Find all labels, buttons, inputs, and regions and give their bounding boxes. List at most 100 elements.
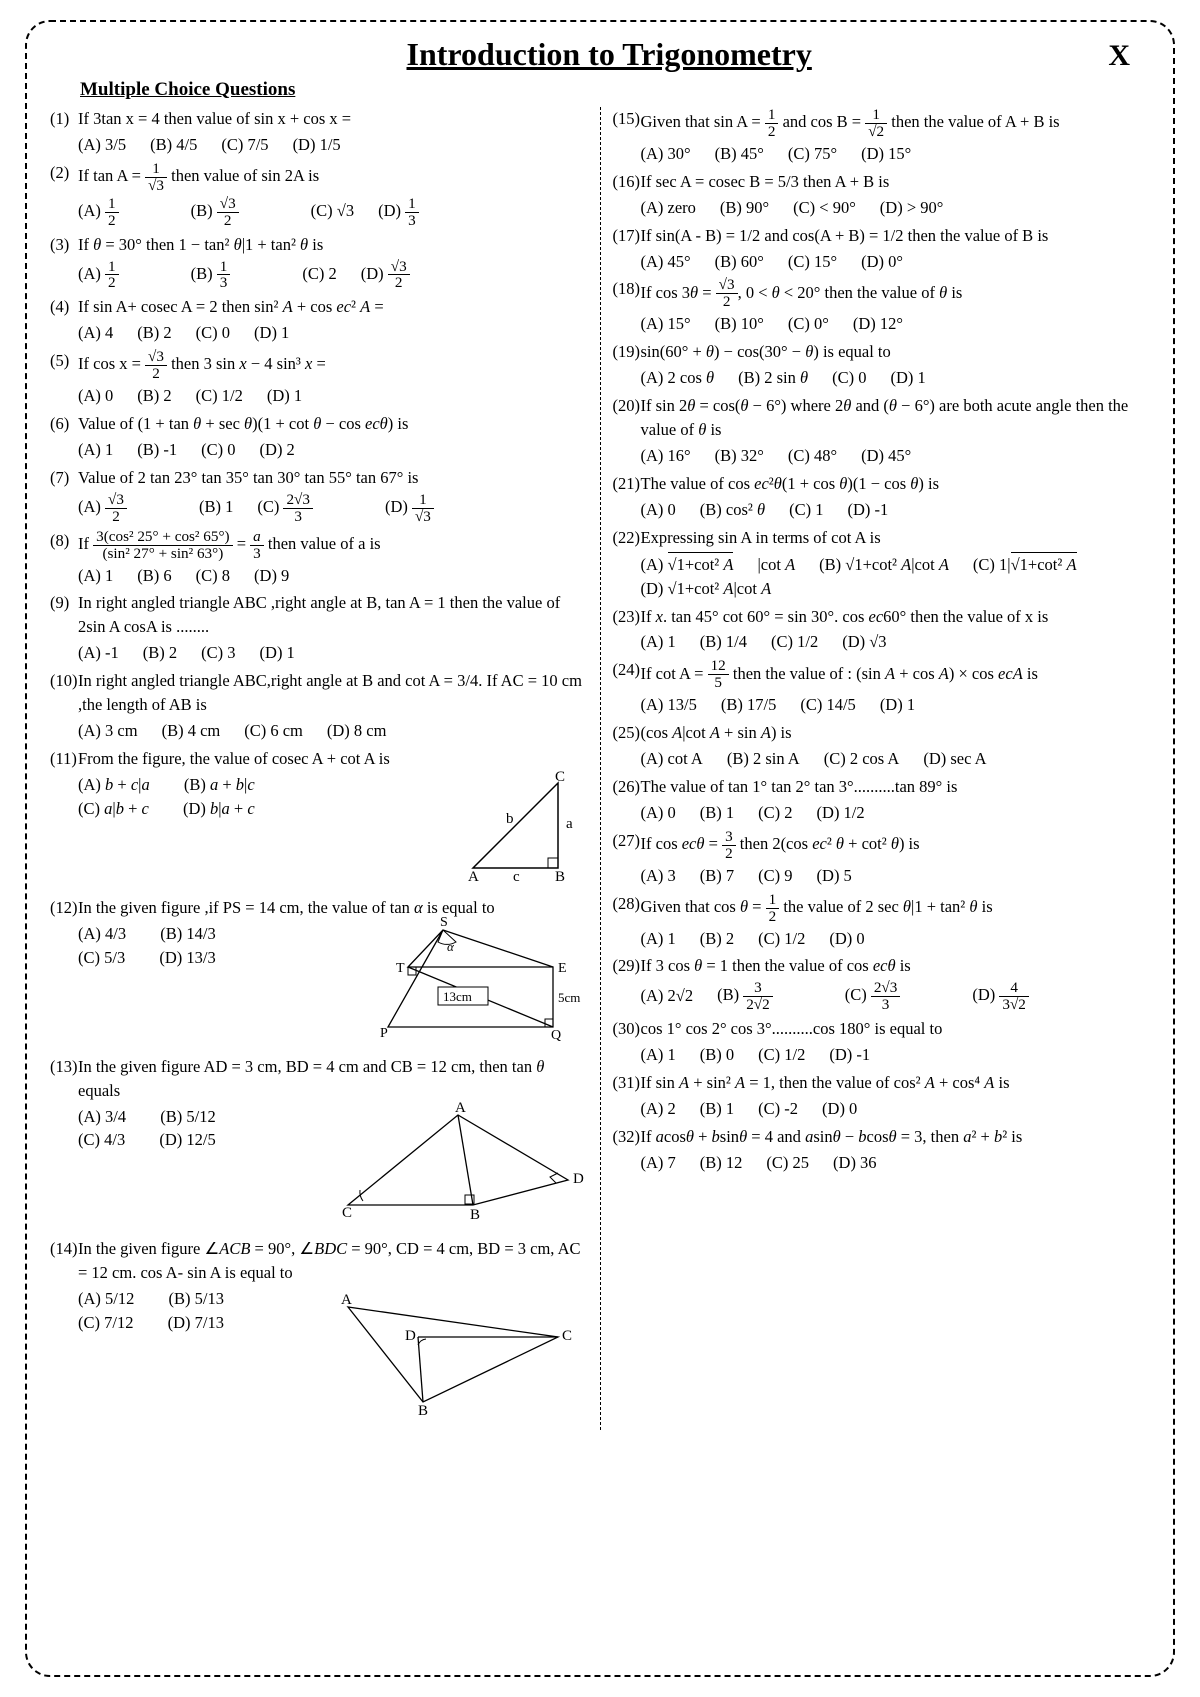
option: (C) 1/2: [196, 384, 243, 408]
option: (C) 1/2: [758, 1043, 805, 1067]
option: (D) 1: [891, 366, 926, 390]
question-text: Expressing sin A in terms of cot A is: [641, 528, 881, 547]
option: (B) 2: [137, 384, 171, 408]
question: (20)If sin 2θ = cos(θ − 6°) where 2θ and…: [613, 394, 1151, 442]
figure-tri4: A B C D: [308, 1287, 588, 1417]
question: (7)Value of 2 tan 23° tan 35° tan 30° ta…: [50, 466, 588, 490]
option: (A) 3: [641, 864, 676, 888]
question-text: Value of (1 + tan θ + sec θ)(1 + cot θ −…: [78, 414, 408, 433]
options-with-figure: (A) 4/3 (B) 14/3(C) 5/3 (D) 13/3 S α T E…: [50, 922, 588, 1049]
question-number: (14): [50, 1237, 78, 1261]
option: (B) cos² θ: [700, 498, 765, 522]
question: (3)If θ = 30° then 1 − tan² θ|1 + tan² θ…: [50, 233, 588, 257]
option: (B) 32√2: [717, 980, 821, 1013]
options: (A) 7(B) 12(C) 25(D) 36: [613, 1151, 1151, 1175]
options-with-figure: (A) 5/12 (B) 5/13(C) 7/12 (D) 7/13 A B C…: [50, 1287, 588, 1424]
options: (A) 16°(B) 32°(C) 48°(D) 45°: [613, 444, 1151, 468]
option: (D) -1: [847, 498, 888, 522]
svg-text:D: D: [573, 1171, 584, 1187]
option: (C) √3: [311, 199, 354, 223]
options: (A) 1(B) 0(C) 1/2(D) -1: [613, 1043, 1151, 1067]
option: (A) 13/5: [641, 693, 697, 717]
option: (C) 1: [789, 498, 823, 522]
question-text: If cos x = √32 then 3 sin x − 4 sin³ x =: [78, 354, 326, 373]
question-number: (4): [50, 295, 69, 319]
option: (C) 5/3: [78, 948, 125, 967]
option: (B) 1: [700, 1097, 734, 1121]
question: (8)If 3(cos² 25° + cos² 65°)(sin² 27° + …: [50, 529, 588, 562]
question-number: (31): [613, 1071, 641, 1095]
question: (14)In the given figure ∠ACB = 90°, ∠BDC…: [50, 1237, 588, 1285]
option: (D) 43√2: [972, 980, 1077, 1013]
option: (C) 4/3: [78, 1130, 125, 1149]
option: (A) cot A: [641, 747, 703, 771]
option: (D) -1: [829, 1043, 870, 1067]
question: (6)Value of (1 + tan θ + sec θ)(1 + cot …: [50, 412, 588, 436]
question-number: (24): [613, 658, 641, 682]
option: (C) -2: [758, 1097, 798, 1121]
question-text: If sin A + sin² A = 1, then the value of…: [641, 1073, 1010, 1092]
question: (12)In the given figure ,if PS = 14 cm, …: [50, 896, 588, 920]
right-column: (15)Given that sin A = 12 and cos B = 1√…: [613, 107, 1151, 1430]
question: (5) If cos x = √32 then 3 sin x − 4 sin³ …: [50, 349, 588, 382]
option: (A) 0: [641, 801, 676, 825]
option: (A) 15°: [641, 312, 691, 336]
option: (C) 0: [196, 321, 230, 345]
question-text: If cos ecθ = 32 then 2(cos ec² θ + cot² …: [641, 834, 920, 853]
question: (31)If sin A + sin² A = 1, then the valu…: [613, 1071, 1151, 1095]
question-number: (32): [613, 1125, 641, 1149]
svg-text:5cm: 5cm: [558, 990, 580, 1005]
option: (A) 0: [78, 384, 113, 408]
option: (C) 2√33: [845, 980, 949, 1013]
option: (C) 0: [201, 438, 235, 462]
option: (B) a + b|c: [184, 775, 255, 794]
question-number: (12): [50, 896, 78, 920]
option: (C) a|b + c: [78, 799, 149, 818]
svg-text:b: b: [506, 811, 514, 827]
question-number: (22): [613, 526, 641, 550]
options: (A) 1(B) 6(C) 8(D) 9: [50, 564, 588, 588]
option: (B) 4/5: [150, 133, 197, 157]
options: (A) cot A(B) 2 sin A(C) 2 cos A(D) sec A: [613, 747, 1151, 771]
svg-text:B: B: [470, 1207, 480, 1223]
options: (A) 45°(B) 60°(C) 15°(D) 0°: [613, 250, 1151, 274]
option: (D) 0: [829, 927, 864, 951]
svg-text:a: a: [566, 816, 573, 832]
question-number: (5): [50, 349, 69, 373]
question-number: (16): [613, 170, 641, 194]
options: (A) 3 cm(B) 4 cm(C) 6 cm(D) 8 cm: [50, 719, 588, 743]
option: (B) √32: [191, 196, 287, 229]
option: (D) 1/2: [817, 801, 865, 825]
question-number: (3): [50, 233, 69, 257]
svg-text:T: T: [396, 961, 405, 976]
option: (C) 1|√1+cot² A: [973, 552, 1101, 577]
option: (B) 45°: [715, 142, 764, 166]
option: (C) 1/2: [758, 927, 805, 951]
options: (A) 0(B) 1(C) 2(D) 1/2: [613, 801, 1151, 825]
question-text: If x. tan 45° cot 60° = sin 30°. cos ec6…: [641, 607, 1049, 626]
question-text: If tan A = 1√3 then value of sin 2A is: [78, 166, 319, 185]
question: (11)From the figure, the value of cosec …: [50, 747, 588, 771]
question-number: (8): [50, 529, 69, 553]
option: (B) √1+cot² A|cot A: [819, 553, 949, 577]
question-text: In the given figure ∠ACB = 90°, ∠BDC = 9…: [78, 1239, 581, 1282]
option: (C) 75°: [788, 142, 837, 166]
option: (B) 17/5: [721, 693, 776, 717]
question-text: If sin A+ cosec A = 2 then sin² A + cos …: [78, 297, 384, 316]
option: (B) 7: [700, 864, 734, 888]
question-number: (1): [50, 107, 69, 131]
question: (29)If 3 cos θ = 1 then the value of cos…: [613, 954, 1151, 978]
options: (A) √1+cot² A|cot A(B) √1+cot² A|cot A(C…: [613, 552, 1151, 601]
question-text: If cot A = 125 then the value of : (sin …: [641, 664, 1038, 683]
svg-text:A: A: [468, 869, 479, 885]
option: (A) 1: [641, 1043, 676, 1067]
option: (C) 1/2: [771, 630, 818, 654]
question-text: If sec A = cosec B = 5/3 then A + B is: [641, 172, 890, 191]
option: (A) 0: [641, 498, 676, 522]
question-text: Given that sin A = 12 and cos B = 1√2 th…: [641, 112, 1060, 131]
option: (D) 2: [260, 438, 295, 462]
option: (B) 60°: [715, 250, 764, 274]
options: (A) 3(B) 7(C) 9(D) 5: [613, 864, 1151, 888]
option: (A) 45°: [641, 250, 691, 274]
svg-text:P: P: [380, 1026, 388, 1041]
